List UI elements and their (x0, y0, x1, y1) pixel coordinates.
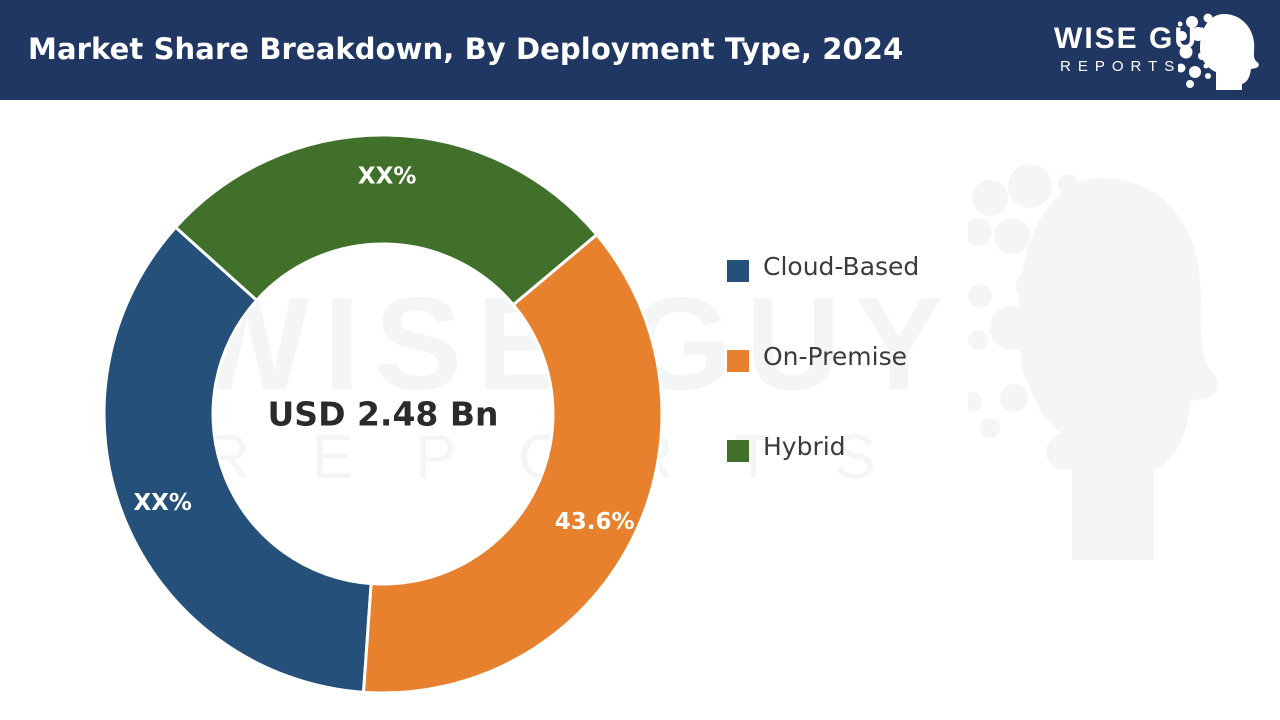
donut-slice-hybrid[interactable] (173, 133, 599, 307)
chart-legend: Cloud-Based On-Premise Hybrid (727, 252, 1007, 522)
page-title: Market Share Breakdown, By Deployment Ty… (28, 32, 904, 66)
legend-swatch-cloud-based (727, 260, 749, 282)
donut-slice-label-cloud-based: XX% (133, 490, 192, 516)
legend-label-cloud-based: Cloud-Based (763, 252, 920, 281)
wise-guy-reports-logo: WISE GUY REPORTS (1052, 8, 1272, 92)
legend-label-on-premise: On-Premise (763, 342, 907, 371)
chart-plot-area: WISE GUY REPORTS (0, 100, 1280, 720)
legend-swatch-on-premise (727, 350, 749, 372)
legend-item-cloud-based[interactable]: Cloud-Based (727, 252, 1007, 342)
header-bar: Market Share Breakdown, By Deployment Ty… (0, 0, 1280, 100)
legend-item-hybrid[interactable]: Hybrid (727, 432, 1007, 522)
dotted-head-profile-icon (1178, 13, 1259, 90)
donut-slice-on-premise[interactable] (361, 232, 664, 695)
legend-swatch-hybrid (727, 440, 749, 462)
donut-slice-label-on-premise: 43.6% (555, 509, 635, 535)
donut-label-group: XX% 43.6% XX% (133, 163, 634, 534)
donut-center-value: USD 2.48 Bn (268, 395, 499, 434)
legend-item-on-premise[interactable]: On-Premise (727, 342, 1007, 432)
legend-label-hybrid: Hybrid (763, 432, 846, 461)
donut-chart: XX% 43.6% XX% USD 2.48 Bn (102, 133, 664, 695)
donut-slice-group (102, 133, 664, 695)
logo-text-secondary: REPORTS (1060, 58, 1182, 75)
donut-slice-label-hybrid: XX% (358, 163, 417, 189)
donut-slice-cloud-based[interactable] (102, 225, 373, 694)
